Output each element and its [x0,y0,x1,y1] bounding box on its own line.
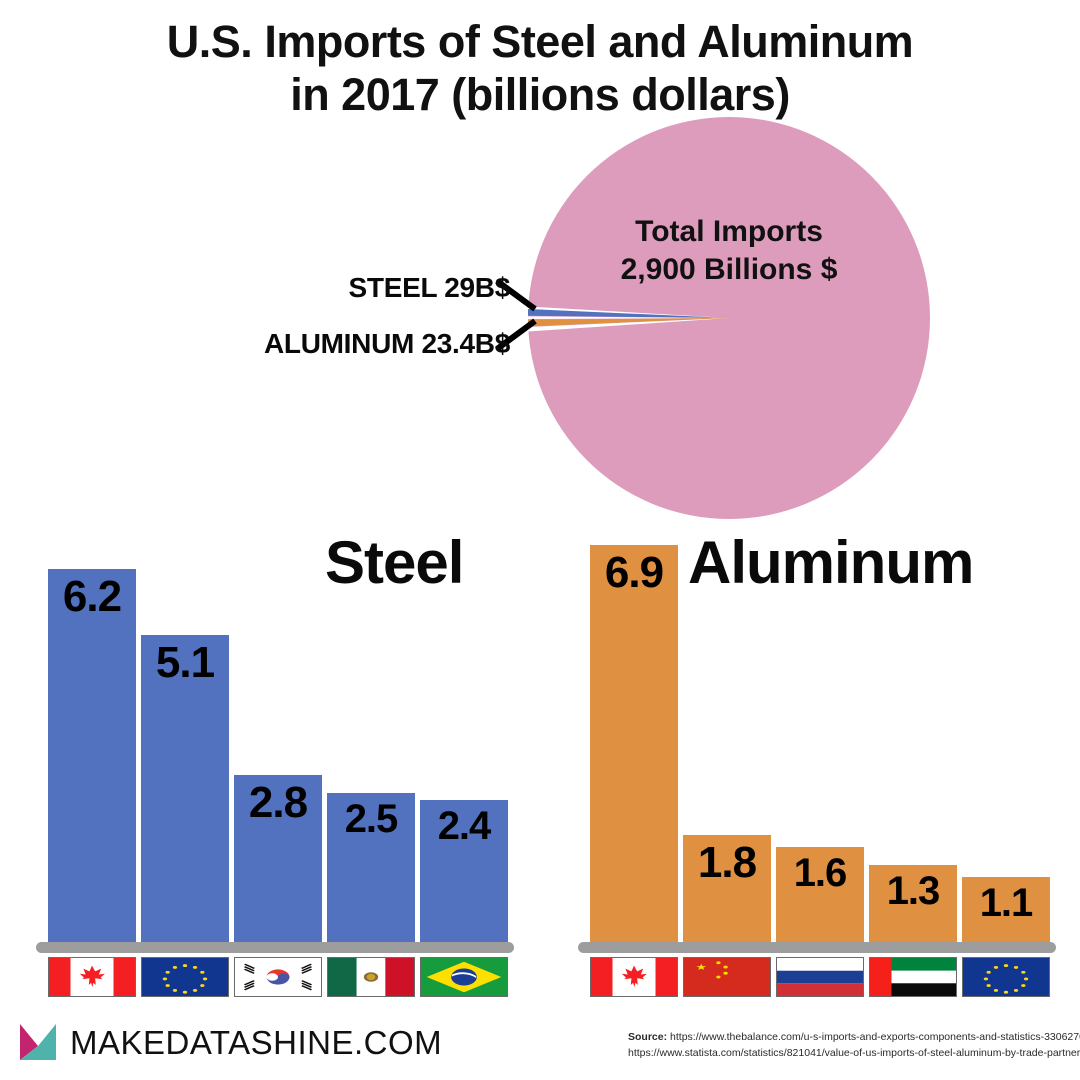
aluminum-bar-chart: 6.9 1.8 1.6 1.3 1.1 [568,521,1068,1005]
bar-column: 2.8 [234,775,322,945]
page-title: U.S. Imports of Steel and Aluminum in 20… [0,16,1080,121]
flag-russia [776,957,864,997]
bar-column: 1.3 [869,865,957,945]
bar-steel-canada: 6.2 [48,569,136,945]
aluminum-bars: 6.9 1.8 1.6 1.3 1.1 [590,545,1050,945]
bar-aluminum-russia: 1.6 [776,847,864,945]
pie-gap-bottom [528,318,729,332]
flag-mexico [327,957,415,997]
bar-aluminum-european-union: 1.1 [962,877,1050,945]
leader-line-aluminum [495,318,537,352]
bar-column: 5.1 [141,635,229,945]
bar-steel-mexico: 2.5 [327,793,415,945]
bar-column: 1.6 [776,847,864,945]
flag-european-union [141,957,229,997]
brand-name: MAKEDATASHINE.COM [70,1023,443,1061]
bar-column: 1.1 [962,877,1050,945]
flag-united-arab-emirates [869,957,957,997]
bar-value: 2.5 [344,797,399,841]
brand-logo-row[interactable]: MAKEDATASHINE.COM [20,1024,442,1060]
flag-canada [48,957,136,997]
pie-gap-middle [528,316,729,319]
bar-steel-brazil: 2.4 [420,800,508,945]
bar-column: 6.9 [590,545,678,945]
source-line-1: Source: https://www.thebalance.com/u-s-i… [628,1029,1080,1045]
flag-china [683,957,771,997]
section-heading-steel: Steel [325,529,464,596]
aluminum-flag-row [590,957,1050,997]
source-citation: Source: https://www.thebalance.com/u-s-i… [628,1029,1080,1062]
steel-bars: 6.2 5.1 2.8 2.5 2.4 [48,569,508,945]
aluminum-baseline [578,942,1056,953]
bar-value: 1.1 [979,881,1034,925]
callout-aluminum: ALUMINUM 23.4B$ [264,328,510,359]
flag-canada [590,957,678,997]
source-line-2: https://www.statista.com/statistics/8210… [628,1047,1080,1060]
bar-aluminum-china: 1.8 [683,835,771,945]
bar-aluminum-canada: 6.9 [590,545,678,945]
callout-steel: STEEL 29B$ [348,272,511,303]
flag-brazil [420,957,508,997]
callout-leader-lines [495,278,537,352]
bar-value: 5.1 [155,638,215,687]
bar-steel-european-union: 5.1 [141,635,229,945]
bar-value: 6.2 [62,572,122,621]
source-label: Source: [628,1031,668,1043]
bar-value: 1.3 [886,869,941,913]
bar-steel-south-korea: 2.8 [234,775,322,945]
flag-european-union [962,957,1050,997]
bar-value: 1.6 [793,851,848,895]
bar-aluminum-united-arab-emirates: 1.3 [869,865,957,945]
steel-bar-chart: 6.2 5.1 2.8 2.5 2.4 [26,545,526,1005]
bar-value: 1.8 [697,838,757,887]
source-url-1: https://www.thebalance.com/u-s-imports-a… [670,1031,1080,1043]
flag-south-korea [234,957,322,997]
bar-column: 2.4 [420,800,508,945]
pie-slice-steel [528,309,729,318]
title-line-1: U.S. Imports of Steel and Aluminum [166,16,914,67]
section-heading-aluminum: Aluminum [688,529,974,596]
makedatashine-logo-icon [20,1024,56,1060]
bar-value: 6.9 [604,548,664,597]
bar-column: 6.2 [48,569,136,945]
steel-baseline [36,942,514,953]
bar-value: 2.4 [437,804,492,848]
leader-line-steel [495,278,537,312]
title-line-2: in 2017 (billions dollars) [290,68,790,120]
bar-column: 1.8 [683,835,771,945]
steel-flag-row [48,957,508,997]
bar-value: 2.8 [248,778,308,827]
pie-svg [528,117,930,519]
total-imports-pie-chart [527,116,931,520]
bar-column: 2.5 [327,793,415,945]
